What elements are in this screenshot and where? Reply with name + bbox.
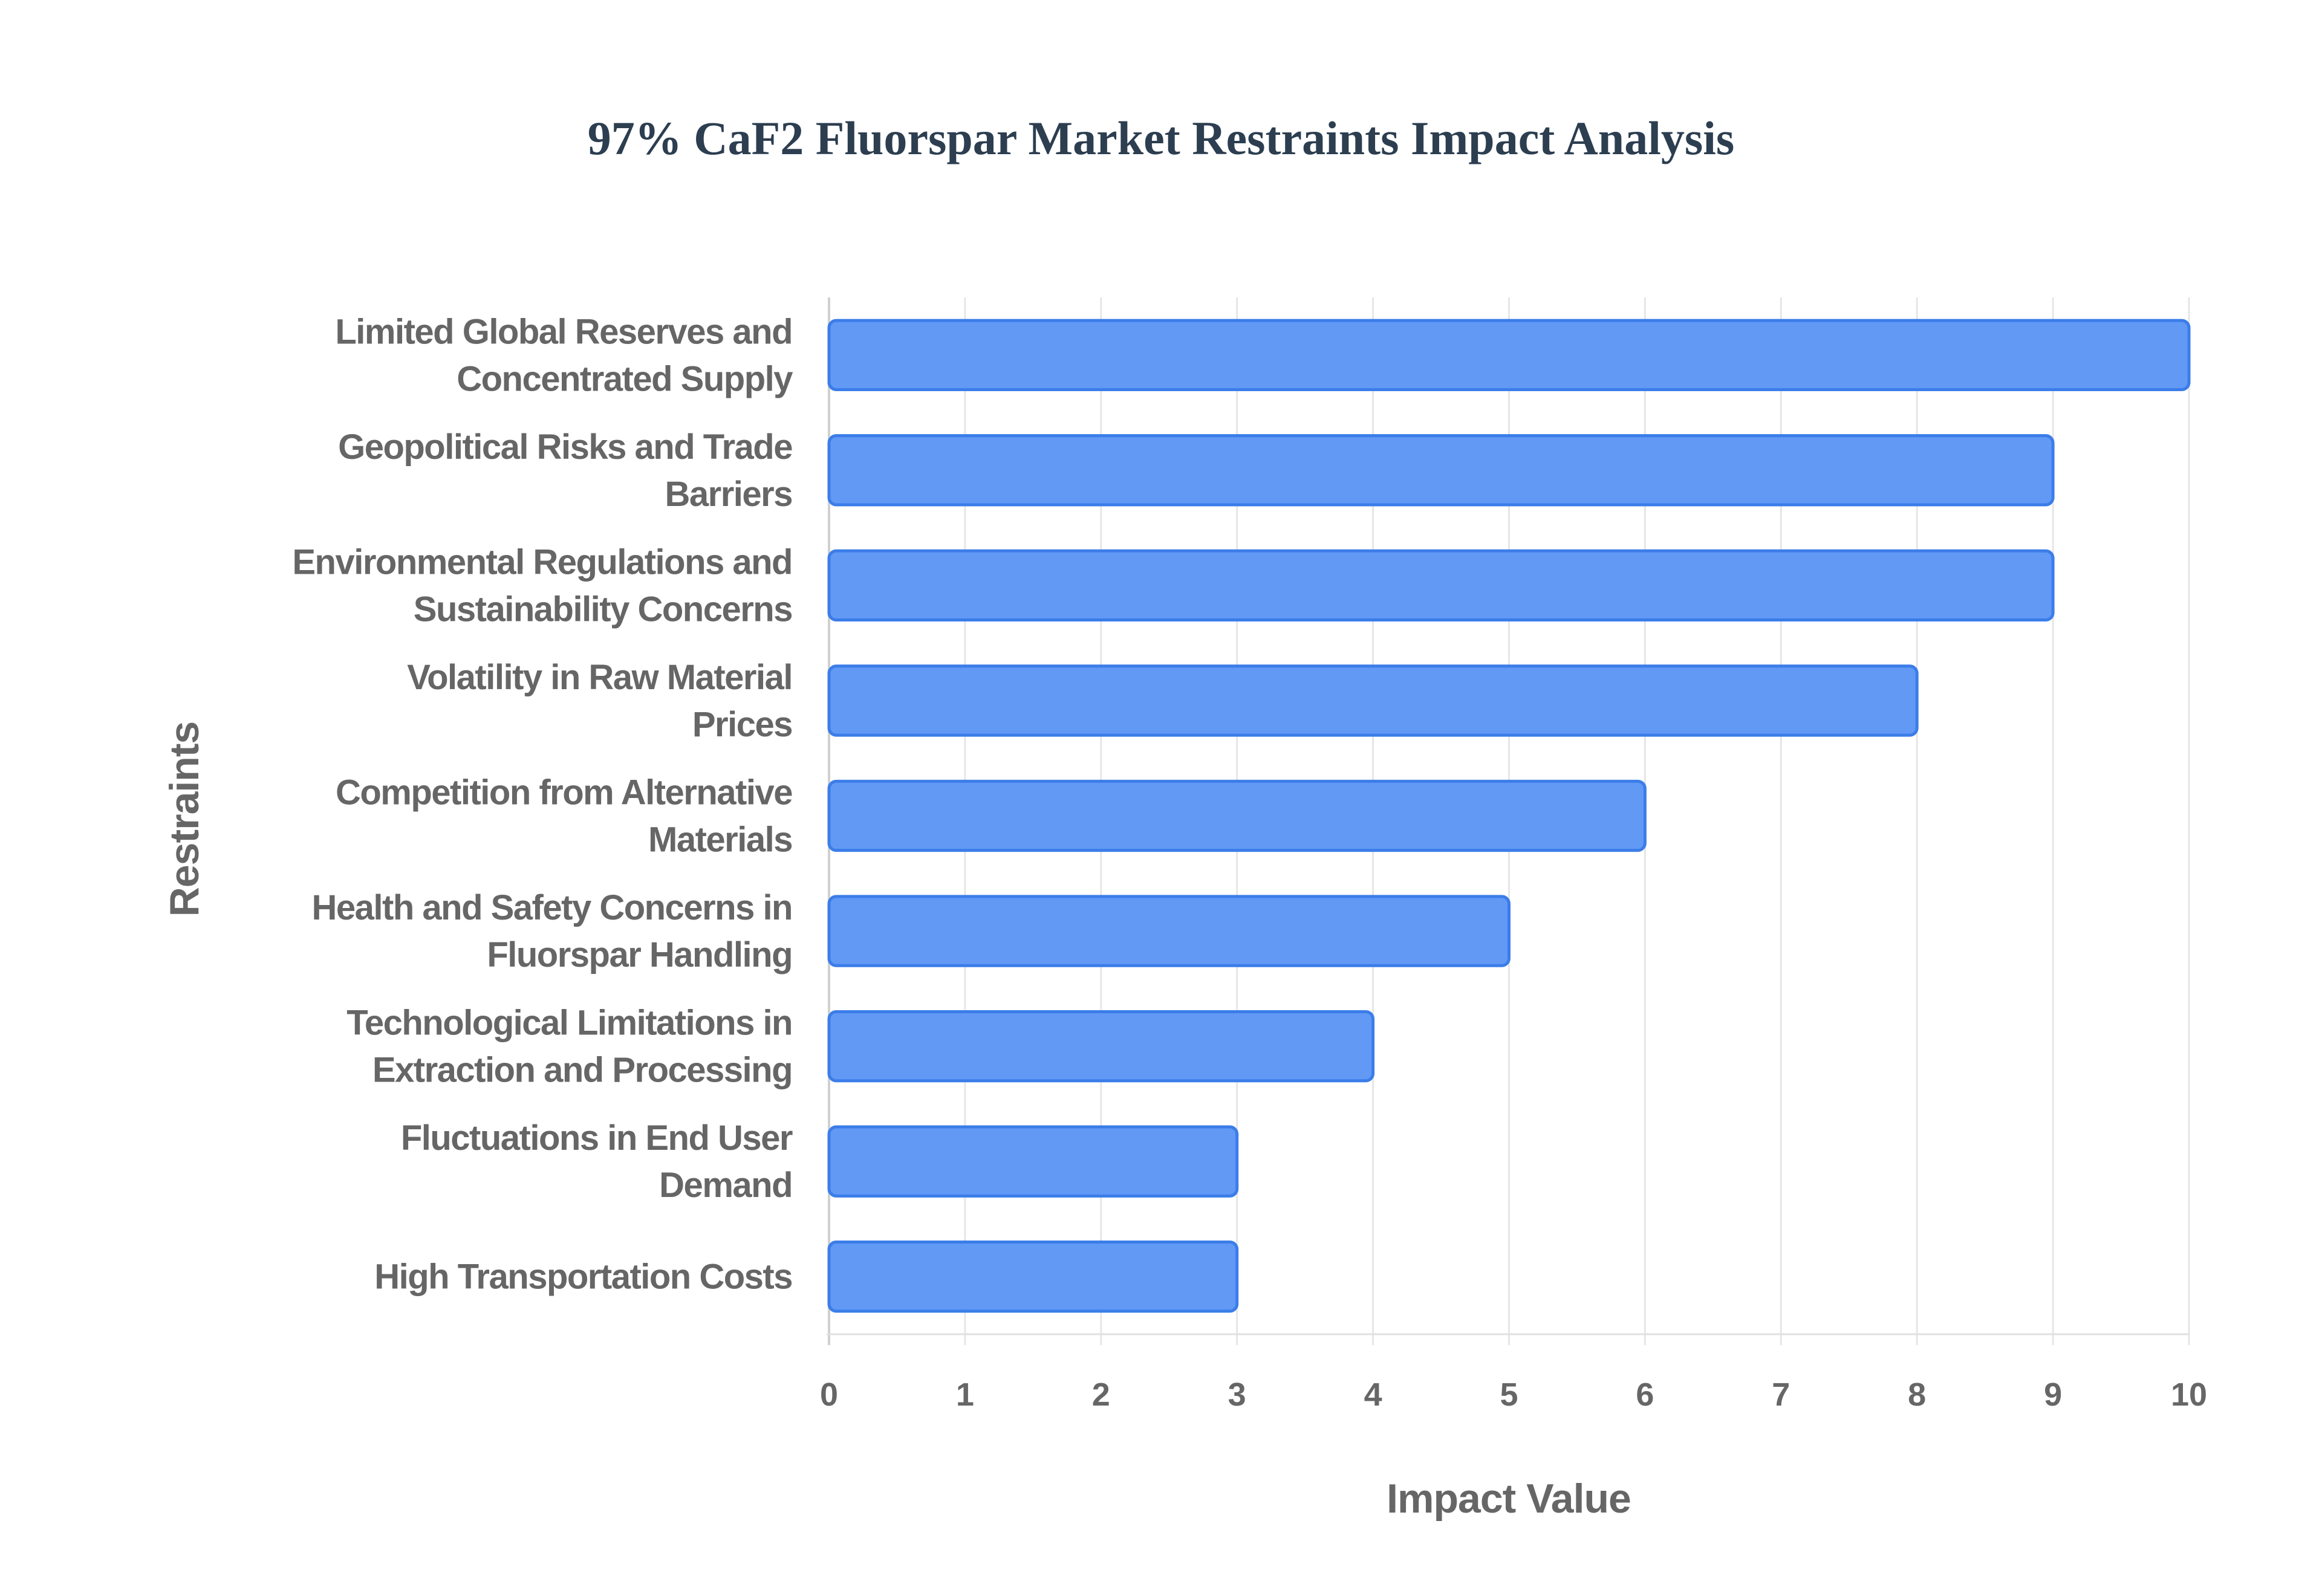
- category-labels: Limited Global Reserves and Concentrated …: [292, 312, 793, 1296]
- category-label: Technological Limitations in: [346, 1004, 792, 1043]
- x-tick-label: 9: [2044, 1377, 2062, 1413]
- category-label: Environmental Regulations and: [292, 542, 792, 582]
- bar[interactable]: [827, 1241, 1239, 1313]
- bar[interactable]: [827, 1010, 1375, 1083]
- x-tick-label: 5: [1500, 1377, 1518, 1413]
- x-tick-label: 2: [1092, 1377, 1110, 1413]
- bar[interactable]: [827, 779, 1647, 852]
- category-label: Geopolitical Risks and Trade: [338, 427, 792, 467]
- category-label: Materials: [648, 820, 792, 860]
- category-label: Fluctuations in End User: [401, 1118, 793, 1158]
- chart-title: 97% CaF2 Fluorspar Market Restraints Imp…: [588, 112, 1735, 164]
- category-label: Fluorspar Handling: [487, 935, 792, 975]
- category-label: Health and Safety Concerns in: [312, 888, 792, 927]
- bar[interactable]: [827, 895, 1511, 967]
- category-label: Concentrated Supply: [457, 359, 793, 398]
- x-tick-label: 1: [956, 1377, 974, 1413]
- x-tick-label: 3: [1228, 1377, 1246, 1413]
- category-label: Barriers: [665, 475, 792, 514]
- x-tick-label: 4: [1364, 1377, 1382, 1413]
- x-tick-label: 10: [2171, 1377, 2207, 1413]
- bar[interactable]: [827, 1125, 1239, 1198]
- y-axis-title: Restraints: [161, 722, 207, 917]
- category-label: Volatility in Raw Material: [407, 658, 792, 697]
- category-label: Extraction and Processing: [372, 1051, 792, 1090]
- x-tick-labels: 0 1 2 3 4 5 6 7 8 9 10: [820, 1377, 2207, 1413]
- x-tick-label: 6: [1636, 1377, 1654, 1413]
- x-tick-label: 0: [820, 1377, 838, 1413]
- category-label: High Transportation Costs: [374, 1257, 792, 1297]
- bar[interactable]: [827, 434, 2055, 507]
- bars: [827, 319, 2191, 1313]
- x-tick-label: 7: [1772, 1377, 1790, 1413]
- x-axis-title: Impact Value: [1387, 1476, 1631, 1522]
- bar[interactable]: [827, 549, 2055, 622]
- x-tick-label: 8: [1908, 1377, 1926, 1413]
- category-label: Sustainability Concerns: [414, 589, 792, 629]
- category-label: Competition from Alternative: [336, 773, 792, 813]
- bar[interactable]: [827, 319, 2191, 391]
- bar[interactable]: [827, 664, 1919, 737]
- category-label: Prices: [692, 705, 792, 744]
- category-label: Limited Global Reserves and: [335, 312, 792, 351]
- category-label: Demand: [659, 1166, 792, 1205]
